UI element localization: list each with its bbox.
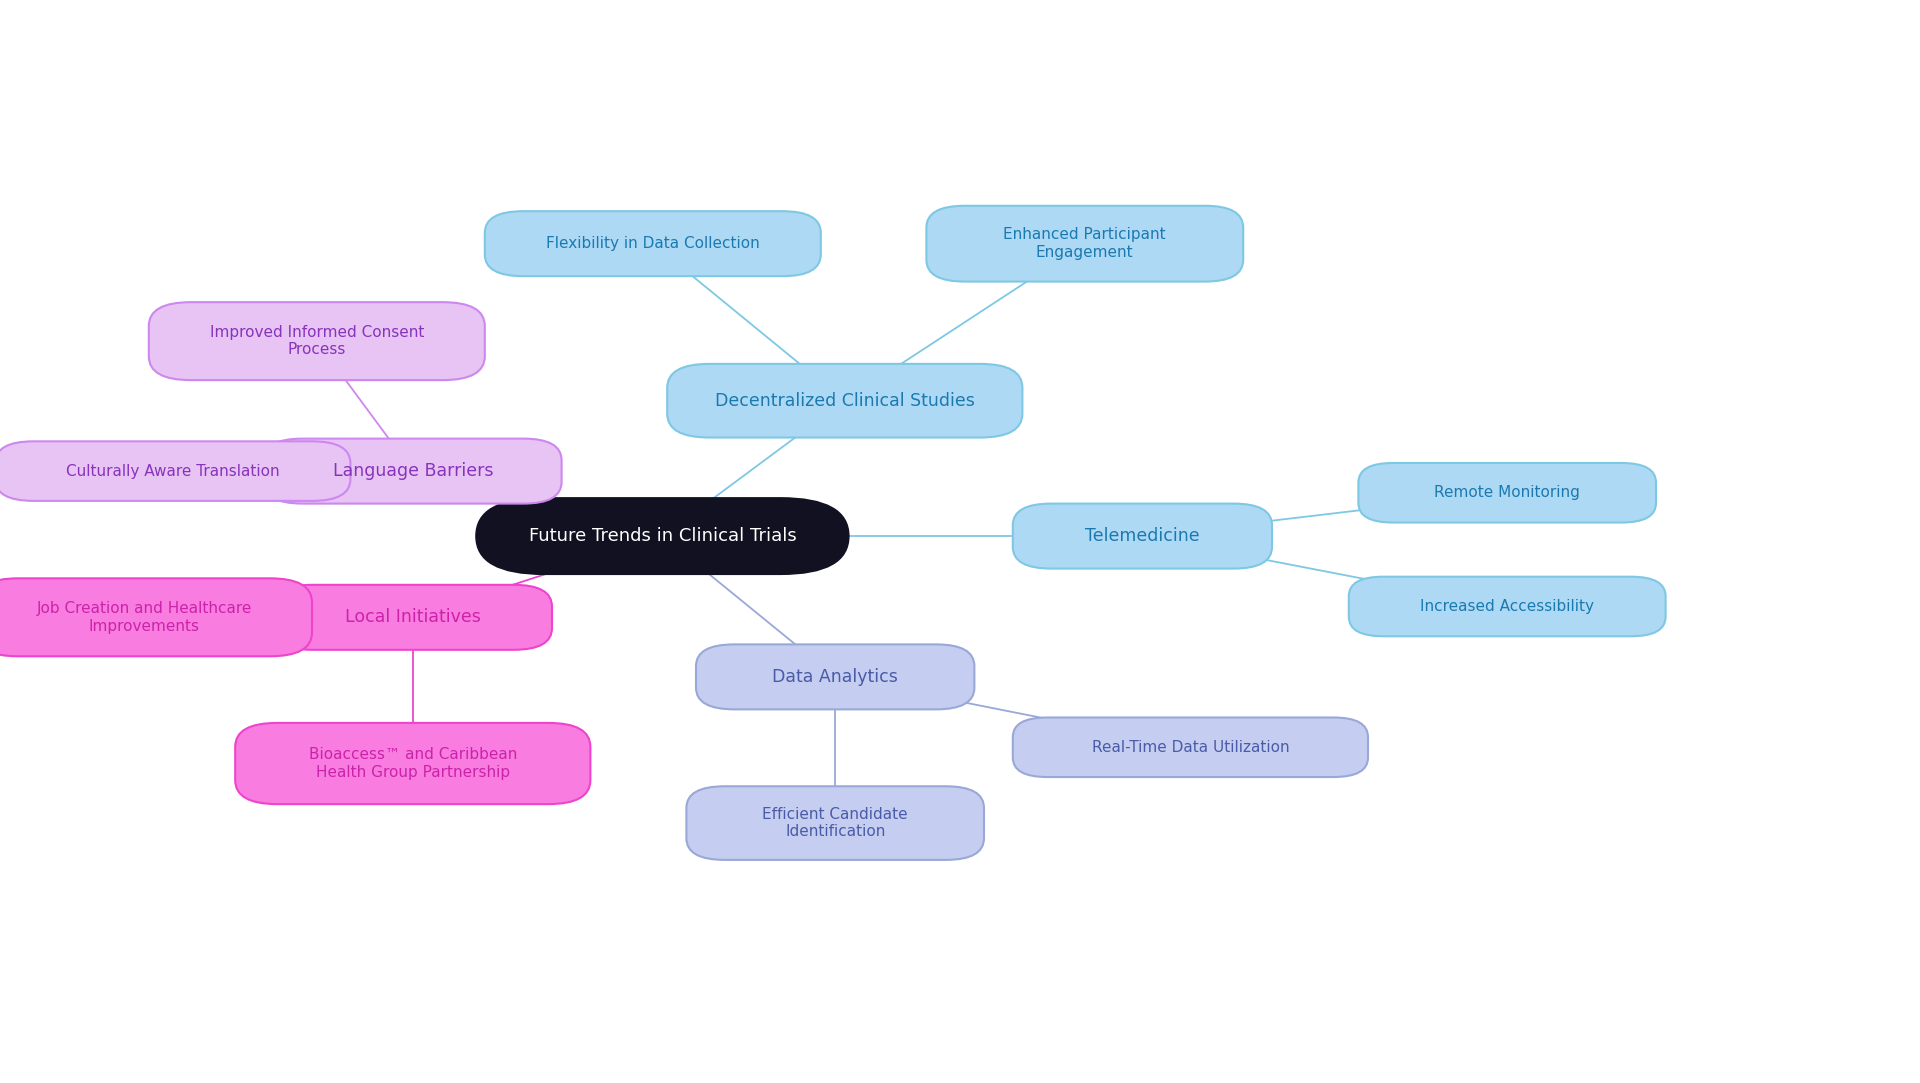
Text: Improved Informed Consent
Process: Improved Informed Consent Process	[209, 325, 424, 357]
FancyBboxPatch shape	[275, 585, 553, 650]
Text: Language Barriers: Language Barriers	[332, 462, 493, 480]
FancyBboxPatch shape	[1359, 462, 1655, 522]
FancyBboxPatch shape	[1014, 504, 1271, 569]
Text: Future Trends in Clinical Trials: Future Trends in Clinical Trials	[528, 527, 797, 545]
Text: Decentralized Clinical Studies: Decentralized Clinical Studies	[714, 392, 975, 409]
FancyBboxPatch shape	[687, 786, 983, 860]
Text: Remote Monitoring: Remote Monitoring	[1434, 485, 1580, 500]
FancyBboxPatch shape	[474, 497, 849, 575]
FancyBboxPatch shape	[668, 364, 1021, 438]
FancyBboxPatch shape	[265, 439, 561, 504]
Text: Bioaccess™ and Caribbean
Health Group Partnership: Bioaccess™ and Caribbean Health Group Pa…	[309, 747, 516, 780]
FancyBboxPatch shape	[925, 206, 1242, 282]
Text: Culturally Aware Translation: Culturally Aware Translation	[65, 464, 280, 479]
Text: Data Analytics: Data Analytics	[772, 668, 899, 686]
FancyBboxPatch shape	[1348, 577, 1667, 637]
FancyBboxPatch shape	[0, 442, 349, 500]
Text: Increased Accessibility: Increased Accessibility	[1421, 599, 1594, 614]
FancyBboxPatch shape	[234, 723, 591, 804]
Text: Enhanced Participant
Engagement: Enhanced Participant Engagement	[1004, 227, 1165, 260]
Text: Telemedicine: Telemedicine	[1085, 527, 1200, 545]
FancyBboxPatch shape	[1014, 718, 1367, 778]
Text: Efficient Candidate
Identification: Efficient Candidate Identification	[762, 807, 908, 839]
Text: Local Initiatives: Local Initiatives	[346, 609, 480, 626]
Text: Real-Time Data Utilization: Real-Time Data Utilization	[1092, 740, 1288, 755]
FancyBboxPatch shape	[695, 644, 973, 709]
FancyBboxPatch shape	[150, 302, 484, 380]
Text: Job Creation and Healthcare
Improvements: Job Creation and Healthcare Improvements	[36, 601, 252, 634]
Text: Flexibility in Data Collection: Flexibility in Data Collection	[545, 236, 760, 251]
FancyBboxPatch shape	[0, 578, 311, 656]
FancyBboxPatch shape	[486, 211, 822, 276]
